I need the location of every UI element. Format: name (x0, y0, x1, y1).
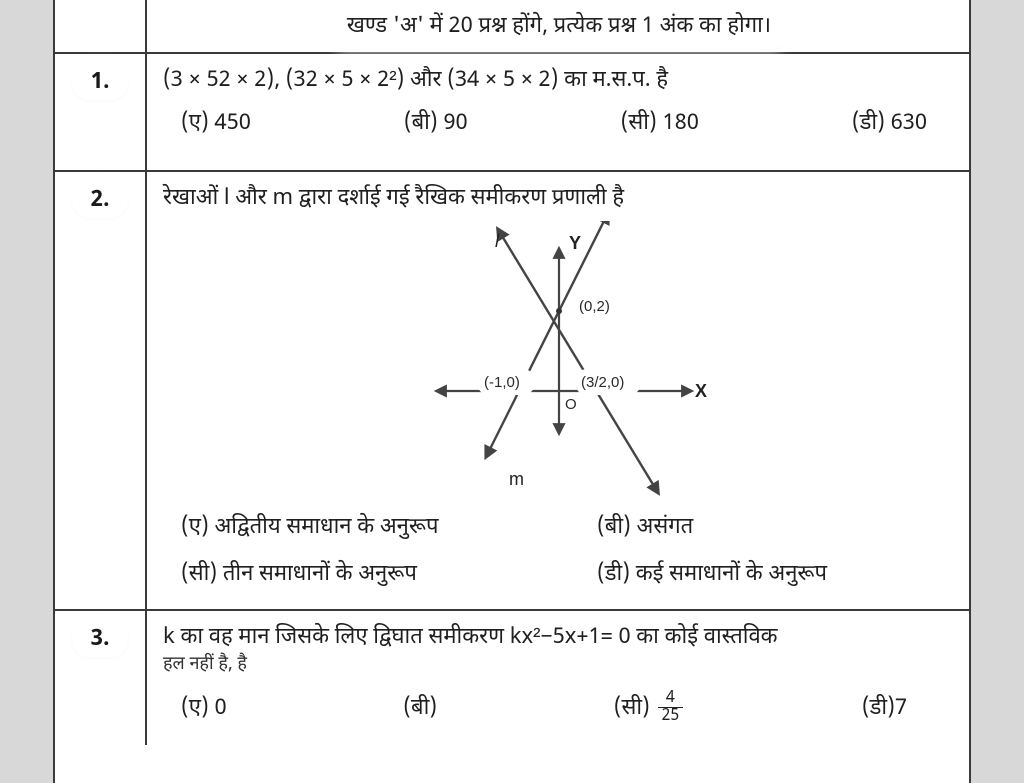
q3-option-b[interactable]: (बी) (385, 690, 455, 729)
question-3-row: 3. k का वह मान जिसके लिए द्विघात समीकरण … (55, 611, 969, 745)
q1-number: 1. (72, 64, 128, 100)
section-header-cell: खण्ड 'अ' में 20 प्रश्न होंगे, प्रत्येक प… (149, 0, 969, 59)
q2-stem: रेखाओं l और m द्वारा दर्शाई गई रैखिक समी… (163, 184, 955, 213)
q3-option-c-fraction: 425 (658, 691, 684, 725)
q1-content: (3 × 52 × 2), (32 × 5 × 2²) और (34 × 5 ×… (149, 54, 969, 158)
q2-pt-neg1-0: (-1,0) (484, 374, 520, 391)
q2-num-col: 2. (55, 172, 147, 609)
q3-stem-2: हल नहीं है, है (163, 654, 955, 677)
q1-option-a[interactable]: (ए) 450 (163, 105, 269, 144)
q3-content: k का वह मान जिसके लिए द्विघात समीकरण kx²… (149, 611, 969, 745)
q2-number: 2. (72, 182, 128, 218)
q3-option-c[interactable]: (सी) 425 (596, 687, 704, 731)
section-header-row: खण्ड 'अ' में 20 प्रश्न होंगे, प्रत्येक प… (55, 0, 969, 54)
q1-stem: (3 × 52 × 2), (32 × 5 × 2²) और (34 × 5 ×… (163, 66, 955, 95)
q2-content: रेखाओं l और m द्वारा दर्शाई गई रैखिक समी… (149, 172, 969, 609)
question-sheet: खण्ड 'अ' में 20 प्रश्न होंगे, प्रत्येक प… (53, 0, 971, 783)
question-2-row: 2. रेखाओं l और m द्वारा दर्शाई गई रैखिक … (55, 172, 969, 611)
q3-option-a[interactable]: (ए) 0 (163, 690, 245, 729)
q1-options: (ए) 450 (बी) 90 (सी) 180 (डी) 630 (163, 105, 955, 144)
q2-diagram: (0,2) (-1,0) (3/2,0) O X Y l m (163, 221, 955, 501)
q2-option-c[interactable]: (सी) तीन समाधानों के अनुरूप (163, 556, 539, 595)
section-header-pill: खण्ड 'अ' में 20 प्रश्न होंगे, प्रत्येक प… (329, 8, 789, 47)
q2-line-m-label: m (509, 469, 524, 489)
q1-option-b[interactable]: (बी) 90 (386, 105, 486, 144)
q3-option-d[interactable]: (डी)7 (844, 690, 925, 729)
header-num-col (55, 0, 147, 52)
q3-num-col: 3. (55, 611, 147, 745)
q2-x-axis-label: X (695, 381, 707, 401)
q2-options: (ए) अद्वितीय समाधान के अनुरूप (बी) असंगत… (163, 509, 955, 595)
q2-option-d[interactable]: (डी) कई समाधानों के अनुरूप (579, 556, 955, 595)
q3-option-c-prefix: (सी) (614, 694, 656, 723)
q2-option-b[interactable]: (बी) असंगत (579, 509, 955, 548)
q2-origin-label: O (565, 396, 577, 413)
q2-pt-3over2-0: (3/2,0) (581, 374, 624, 391)
q2-y-axis-label: Y (569, 233, 581, 253)
q3-frac-num: 4 (662, 691, 679, 707)
q3-frac-den: 25 (658, 707, 684, 725)
q3-options: (ए) 0 (बी) (सी) 425 (डी)7 (163, 687, 955, 731)
q2-pt-0-2: (0,2) (579, 298, 610, 315)
q1-num-col: 1. (55, 54, 147, 170)
q2-option-a[interactable]: (ए) अद्वितीय समाधान के अनुरूप (163, 509, 539, 548)
q1-option-c[interactable]: (सी) 180 (603, 105, 717, 144)
q1-option-d[interactable]: (डी) 630 (834, 105, 945, 144)
q3-number: 3. (72, 621, 128, 657)
question-1-row: 1. (3 × 52 × 2), (32 × 5 × 2²) और (34 × … (55, 54, 969, 172)
q2-line-l-label: l (495, 231, 500, 251)
q2-diagram-svg: (0,2) (-1,0) (3/2,0) O X Y l m (379, 221, 739, 501)
q3-stem: k का वह मान जिसके लिए द्विघात समीकरण kx²… (163, 623, 955, 652)
